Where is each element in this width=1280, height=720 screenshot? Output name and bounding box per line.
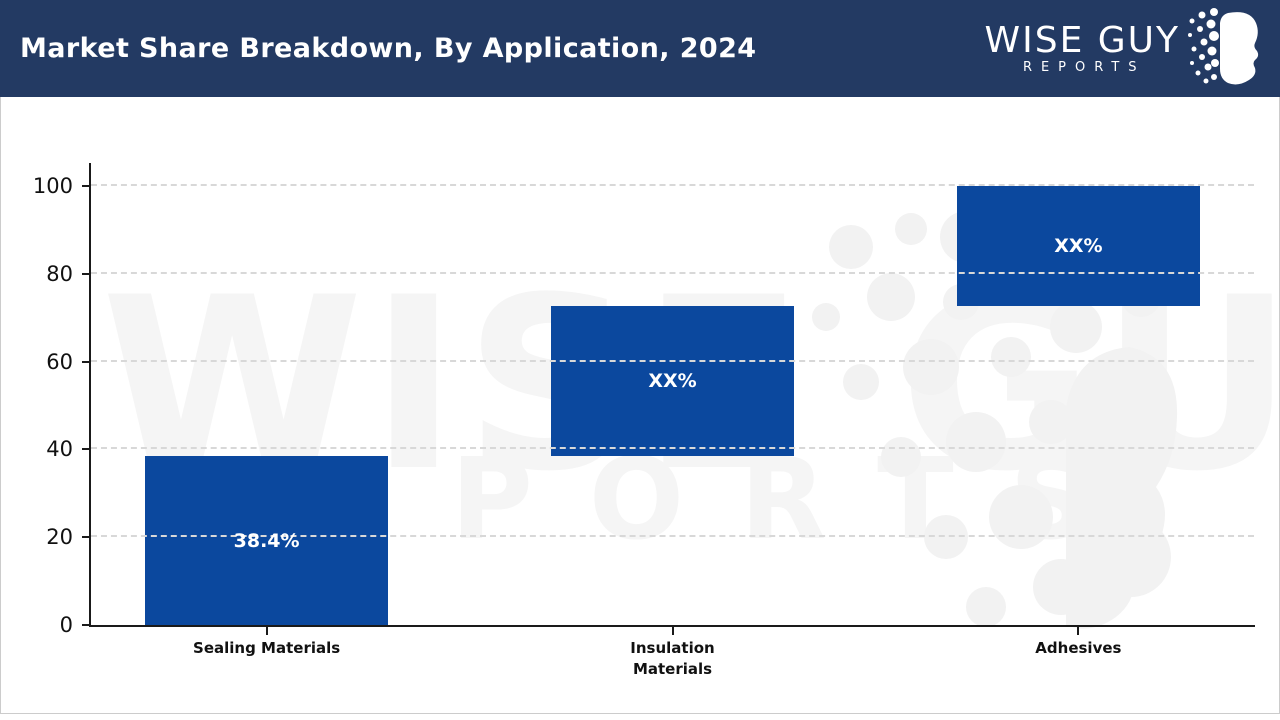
bar-segment <box>145 456 389 625</box>
y-axis-tick <box>82 448 90 451</box>
x-axis-line <box>89 625 1255 627</box>
wiseguy-logo-head-icon <box>1188 7 1259 84</box>
logo-wise-guy-text: WISE GUY <box>984 20 1180 62</box>
bar-value-label: 38.4% <box>233 529 300 552</box>
watermark-head-icon <box>812 211 1178 629</box>
y-axis-tick-label: 20 <box>46 525 73 550</box>
x-category-label: Sealing Materials <box>193 639 341 657</box>
y-axis-tick-label: 0 <box>59 613 73 637</box>
gridline <box>91 359 1254 362</box>
wiseguy-logo-text: WISE GUY REPORTS <box>985 22 1181 75</box>
bar-value-label: XX% <box>648 370 697 393</box>
bar-value-label: XX% <box>1054 234 1103 257</box>
bar-segment <box>550 305 795 457</box>
y-axis-tick <box>82 360 90 363</box>
y-axis-tick <box>82 185 90 187</box>
y-axis-tick <box>82 272 90 275</box>
x-axis-tick <box>671 627 674 635</box>
y-axis-tick-label: 100 <box>32 174 73 198</box>
y-axis-tick <box>82 536 90 539</box>
y-axis-tick-label: 40 <box>46 437 73 462</box>
chart-canvas: WISE GUY REPORTS 02040608010038.4%Sealin… <box>0 97 1280 714</box>
x-axis-tick <box>1077 627 1080 635</box>
y-axis-line <box>89 163 91 627</box>
gridline <box>91 271 1254 274</box>
chart-title: Market Share Breakdown, By Application, … <box>20 33 757 64</box>
y-axis-tick <box>82 624 90 626</box>
gridline <box>91 184 1254 186</box>
x-category-label: Adhesives <box>1035 639 1122 657</box>
x-axis-tick <box>265 627 268 635</box>
logo-reports-text: REPORTS <box>1022 59 1146 75</box>
gridline <box>91 535 1254 538</box>
gridline <box>91 447 1254 450</box>
x-category-label: Insulation Materials <box>630 639 715 678</box>
plot-area: 0 20 40 60 80 100 38.4% Sealing Materials XX% Ins… <box>33 174 1254 678</box>
bar-segment <box>956 186 1200 306</box>
header-bar: Market Share Breakdown, By Application, … <box>0 0 1280 97</box>
wiseguy-logo: WISE GUY REPORTS <box>985 7 1263 91</box>
y-axis-tick-label: 80 <box>46 261 73 286</box>
y-axis-tick-label: 60 <box>46 349 73 374</box>
